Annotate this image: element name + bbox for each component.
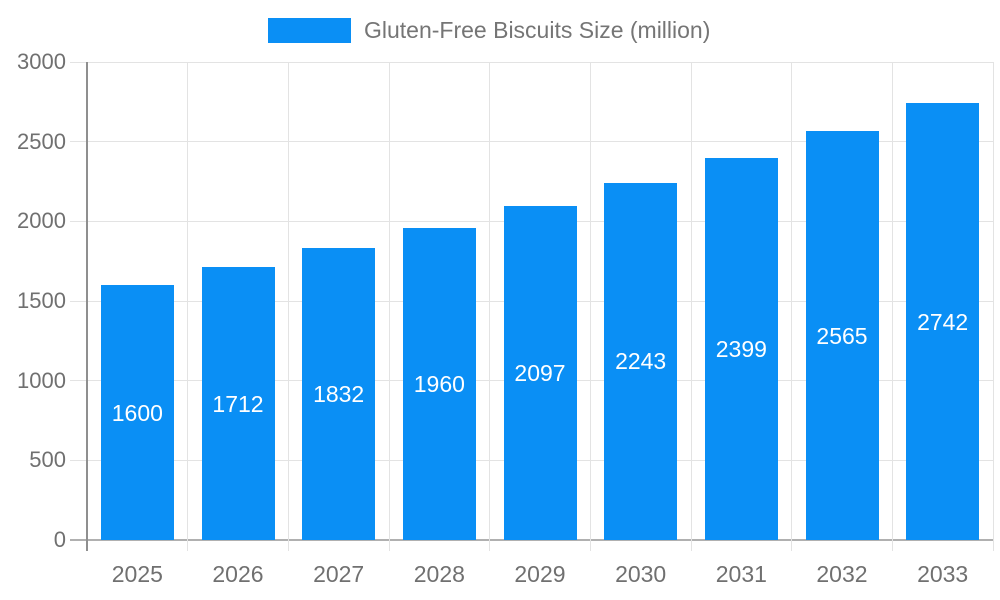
gridline-horizontal (70, 141, 993, 143)
x-axis-tick-label: 2028 (413, 561, 465, 587)
legend-item[interactable]: Gluten-Free Biscuits Size (million) (268, 18, 710, 43)
gridline-horizontal (70, 61, 993, 63)
x-axis-tick-label: 2030 (615, 561, 667, 587)
bar-value-label: 2565 (816, 322, 868, 349)
legend-label: Gluten-Free Biscuits Size (million) (364, 17, 711, 43)
bar-value-label: 1712 (212, 390, 264, 417)
bar-value-label: 1960 (413, 370, 465, 397)
y-axis-tick-label: 3000 (17, 49, 66, 74)
bar-2032[interactable]: 2565 (805, 131, 879, 540)
y-axis-line (86, 62, 88, 551)
y-axis-tick-label: 1500 (17, 288, 66, 313)
gridline-vertical (287, 62, 289, 551)
x-axis-tick-label: 2026 (212, 561, 264, 587)
gridline-vertical (187, 62, 189, 551)
gridline-vertical (589, 62, 591, 551)
x-axis-baseline (70, 539, 993, 541)
bar-2025[interactable]: 1600 (100, 285, 174, 540)
gridline-vertical (891, 62, 893, 551)
y-axis-tick-label: 500 (29, 447, 66, 473)
x-axis-tick-label: 2029 (514, 561, 566, 587)
bar-2027[interactable]: 1832 (302, 248, 376, 540)
x-axis-tick-label: 2031 (715, 561, 767, 587)
gridline-vertical (489, 62, 491, 551)
bar-value-label: 2243 (615, 348, 667, 375)
gridline-vertical (992, 62, 994, 551)
bar-value-label: 1600 (111, 399, 163, 426)
bar-2029[interactable]: 2097 (503, 205, 577, 540)
bar-value-label: 2097 (514, 359, 566, 386)
y-axis-tick-label: 2500 (17, 128, 66, 154)
y-axis-tick-label: 0 (53, 527, 66, 552)
gridline-vertical (388, 62, 390, 551)
bar-value-label: 2742 (917, 308, 969, 335)
y-axis-tick-label: 1000 (17, 367, 66, 393)
x-axis-tick-label: 2027 (313, 561, 365, 587)
bar-value-label: 1832 (313, 381, 365, 408)
x-axis-tick-label: 2032 (816, 561, 868, 587)
bar-2030[interactable]: 2243 (604, 182, 678, 540)
legend-swatch (268, 18, 351, 43)
x-axis-tick-label: 2033 (917, 561, 969, 587)
bar-2033[interactable]: 2742 (906, 103, 980, 540)
bar-2028[interactable]: 1960 (402, 227, 476, 540)
y-axis-tick-label: 2000 (17, 208, 66, 234)
bar-2031[interactable]: 2399 (704, 157, 778, 540)
bar-value-label: 2399 (715, 335, 767, 362)
x-axis-tick-label: 2025 (111, 561, 163, 587)
bar-2026[interactable]: 1712 (201, 267, 275, 540)
gridline-vertical (690, 62, 692, 551)
gridline-vertical (791, 62, 793, 551)
